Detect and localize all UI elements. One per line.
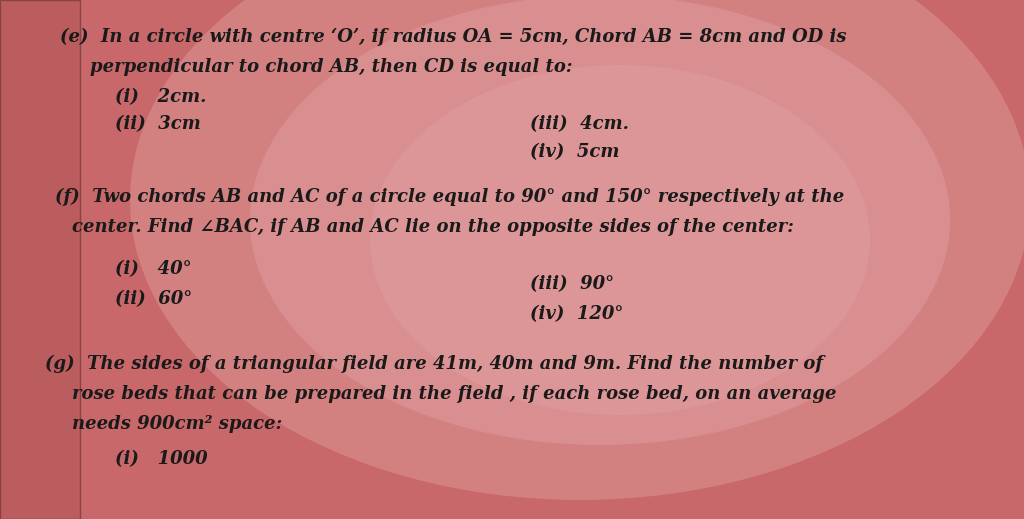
Ellipse shape	[250, 0, 950, 445]
Text: (iv)  120°: (iv) 120°	[530, 305, 624, 323]
Text: center. Find ∠BAC, if AB and AC lie on the opposite sides of the center:: center. Find ∠BAC, if AB and AC lie on t…	[72, 218, 794, 236]
FancyBboxPatch shape	[0, 0, 80, 519]
Text: (e)  In a circle with centre ‘O’, if radius OA = 5cm, Chord AB = 8cm and OD is: (e) In a circle with centre ‘O’, if radi…	[60, 28, 847, 46]
Text: (ii)  3cm: (ii) 3cm	[115, 115, 201, 133]
Text: perpendicular to chord AB, then CD is equal to:: perpendicular to chord AB, then CD is eq…	[90, 58, 572, 76]
Text: (ii)  60°: (ii) 60°	[115, 290, 193, 308]
Text: needs 900cm² space:: needs 900cm² space:	[72, 415, 283, 433]
Text: (i)   1000: (i) 1000	[115, 450, 208, 468]
Text: (iv)  5cm: (iv) 5cm	[530, 143, 620, 161]
Text: (f)  Two chords AB and AC of a circle equal to 90° and 150° respectively at the: (f) Two chords AB and AC of a circle equ…	[55, 188, 844, 206]
Text: (iii)  4cm.: (iii) 4cm.	[530, 115, 629, 133]
Text: (g)  The sides of a triangular field are 41m, 40m and 9m. Find the number of: (g) The sides of a triangular field are …	[45, 355, 823, 373]
Text: (i)   2cm.: (i) 2cm.	[115, 88, 207, 106]
Text: rose beds that can be prepared in the field , if each rose bed, on an average: rose beds that can be prepared in the fi…	[72, 385, 837, 403]
Text: (iii)  90°: (iii) 90°	[530, 275, 614, 293]
Ellipse shape	[130, 0, 1024, 500]
Ellipse shape	[370, 65, 870, 415]
Text: (i)   40°: (i) 40°	[115, 260, 191, 278]
